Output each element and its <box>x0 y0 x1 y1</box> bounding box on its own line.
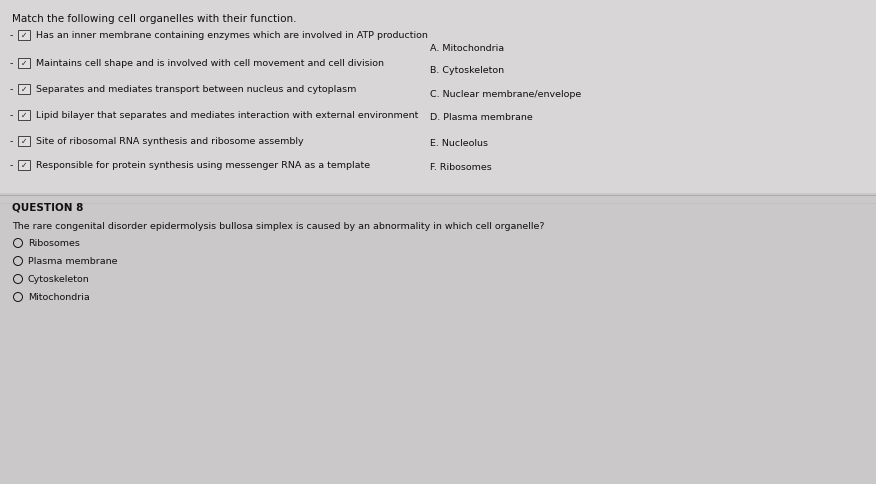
Text: Match the following cell organelles with their function.: Match the following cell organelles with… <box>12 14 296 24</box>
FancyBboxPatch shape <box>18 136 30 146</box>
Text: ✓: ✓ <box>21 59 27 68</box>
Text: ✓: ✓ <box>21 111 27 120</box>
Text: Separates and mediates transport between nucleus and cytoplasm: Separates and mediates transport between… <box>36 85 357 94</box>
FancyBboxPatch shape <box>18 58 30 68</box>
Text: ✓: ✓ <box>21 31 27 40</box>
Text: -: - <box>10 59 13 68</box>
Text: The rare congenital disorder epidermolysis bullosa simplex is caused by an abnor: The rare congenital disorder epidermolys… <box>12 222 545 231</box>
Text: ✓: ✓ <box>21 85 27 94</box>
Text: Site of ribosomal RNA synthesis and ribosome assembly: Site of ribosomal RNA synthesis and ribo… <box>36 137 304 146</box>
Text: -: - <box>10 85 13 94</box>
Text: Has an inner membrane containing enzymes which are involved in ATP production: Has an inner membrane containing enzymes… <box>36 31 427 40</box>
Text: Cytoskeleton: Cytoskeleton <box>28 275 89 284</box>
Text: B. Cytoskeleton: B. Cytoskeleton <box>430 66 504 75</box>
Text: ✓: ✓ <box>21 137 27 146</box>
Text: -: - <box>10 31 13 40</box>
Text: -: - <box>10 161 13 170</box>
Text: ✓: ✓ <box>21 161 27 170</box>
FancyBboxPatch shape <box>0 193 876 484</box>
Text: QUESTION 8: QUESTION 8 <box>12 203 83 213</box>
FancyBboxPatch shape <box>18 110 30 120</box>
Text: -: - <box>10 137 13 146</box>
FancyBboxPatch shape <box>0 0 876 193</box>
Text: E. Nucleolus: E. Nucleolus <box>430 139 488 148</box>
Text: Mitochondria: Mitochondria <box>28 293 89 302</box>
Text: C. Nuclear membrane/envelope: C. Nuclear membrane/envelope <box>430 90 582 99</box>
Text: Lipid bilayer that separates and mediates interaction with external environment: Lipid bilayer that separates and mediate… <box>36 111 419 120</box>
Text: A. Mitochondria: A. Mitochondria <box>430 44 504 53</box>
Text: Ribosomes: Ribosomes <box>28 239 80 248</box>
Text: Plasma membrane: Plasma membrane <box>28 257 117 266</box>
Text: Maintains cell shape and is involved with cell movement and cell division: Maintains cell shape and is involved wit… <box>36 59 384 68</box>
FancyBboxPatch shape <box>18 84 30 94</box>
Text: D. Plasma membrane: D. Plasma membrane <box>430 113 533 122</box>
FancyBboxPatch shape <box>18 30 30 40</box>
Text: Responsible for protein synthesis using messenger RNA as a template: Responsible for protein synthesis using … <box>36 161 371 170</box>
Text: -: - <box>10 111 13 120</box>
Text: F. Ribosomes: F. Ribosomes <box>430 163 491 172</box>
FancyBboxPatch shape <box>18 160 30 170</box>
